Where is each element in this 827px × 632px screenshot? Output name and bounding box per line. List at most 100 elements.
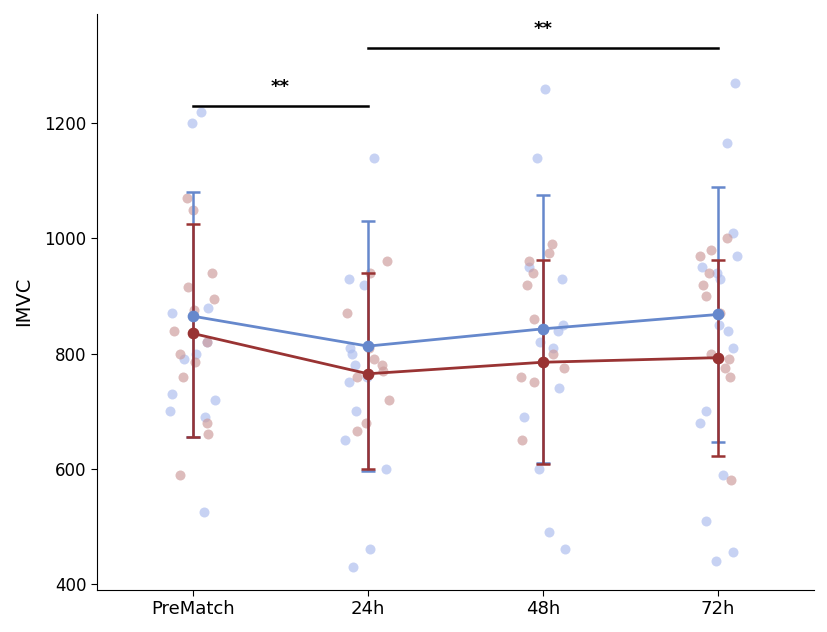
Point xyxy=(527,314,540,324)
Point xyxy=(173,349,186,359)
Point xyxy=(710,310,724,320)
Point xyxy=(710,353,724,363)
Y-axis label: IMVC: IMVC xyxy=(14,277,33,327)
Point xyxy=(201,429,214,439)
Point xyxy=(338,435,351,445)
Point xyxy=(692,251,705,261)
Point xyxy=(698,291,711,301)
Point xyxy=(367,355,380,365)
Point xyxy=(187,305,200,315)
Point xyxy=(200,418,213,428)
Point xyxy=(522,262,535,272)
Point xyxy=(717,363,730,373)
Point xyxy=(340,308,353,319)
Point xyxy=(367,153,380,163)
Point xyxy=(345,349,358,359)
Point xyxy=(194,107,207,117)
Point xyxy=(206,268,219,278)
Point xyxy=(724,475,737,485)
Point xyxy=(376,366,390,376)
Point xyxy=(342,274,356,284)
Point xyxy=(517,412,530,422)
Point xyxy=(725,343,739,353)
Point xyxy=(180,193,194,204)
Point xyxy=(725,547,739,557)
Point xyxy=(514,372,527,382)
Point xyxy=(165,308,178,319)
Point xyxy=(363,268,376,278)
Point xyxy=(189,349,203,359)
Point xyxy=(721,355,734,365)
Point xyxy=(382,394,395,404)
Point xyxy=(350,427,363,437)
Point xyxy=(348,360,361,370)
Point xyxy=(186,205,199,215)
Point xyxy=(551,325,564,336)
Point xyxy=(546,349,559,359)
Point xyxy=(181,283,194,293)
Point xyxy=(359,418,372,428)
Point xyxy=(375,360,388,370)
Point xyxy=(186,329,199,339)
Point xyxy=(362,343,375,353)
Text: **: ** xyxy=(270,78,289,95)
Point xyxy=(201,303,214,313)
Point xyxy=(526,268,539,278)
Point xyxy=(164,406,177,416)
Point xyxy=(533,337,546,347)
Point xyxy=(692,418,705,428)
Point xyxy=(715,470,729,480)
Point xyxy=(342,377,355,387)
Point xyxy=(165,389,179,399)
Point xyxy=(522,257,535,267)
Point xyxy=(557,544,571,554)
Point xyxy=(536,324,549,334)
Point xyxy=(530,153,543,163)
Point xyxy=(699,516,712,526)
Point xyxy=(709,556,722,566)
Point xyxy=(177,355,190,365)
Point xyxy=(379,464,392,474)
Point xyxy=(712,308,725,319)
Point xyxy=(542,527,555,537)
Point xyxy=(200,337,213,347)
Point xyxy=(198,507,211,517)
Point xyxy=(520,279,533,289)
Point xyxy=(536,357,549,367)
Point xyxy=(723,372,736,382)
Point xyxy=(350,372,363,382)
Point xyxy=(177,372,190,382)
Point xyxy=(189,357,202,367)
Point xyxy=(515,435,528,445)
Point xyxy=(556,320,569,330)
Point xyxy=(349,406,362,416)
Point xyxy=(704,349,717,359)
Point xyxy=(361,368,374,379)
Point xyxy=(542,248,555,258)
Point xyxy=(168,325,181,336)
Point xyxy=(713,274,726,284)
Point xyxy=(552,383,565,393)
Point xyxy=(200,337,213,347)
Point xyxy=(557,363,570,373)
Point xyxy=(704,245,717,255)
Point xyxy=(701,268,715,278)
Point xyxy=(720,325,734,336)
Point xyxy=(198,412,212,422)
Point xyxy=(532,464,545,474)
Point xyxy=(695,262,708,272)
Point xyxy=(527,377,540,387)
Point xyxy=(719,233,732,243)
Point xyxy=(729,251,743,261)
Point xyxy=(360,372,373,382)
Point xyxy=(711,320,724,330)
Point xyxy=(356,279,370,289)
Point xyxy=(363,544,376,554)
Point xyxy=(538,83,551,94)
Point xyxy=(546,343,559,353)
Point xyxy=(185,118,198,128)
Point xyxy=(698,406,711,416)
Point xyxy=(709,268,722,278)
Point xyxy=(208,394,222,404)
Point xyxy=(186,311,199,321)
